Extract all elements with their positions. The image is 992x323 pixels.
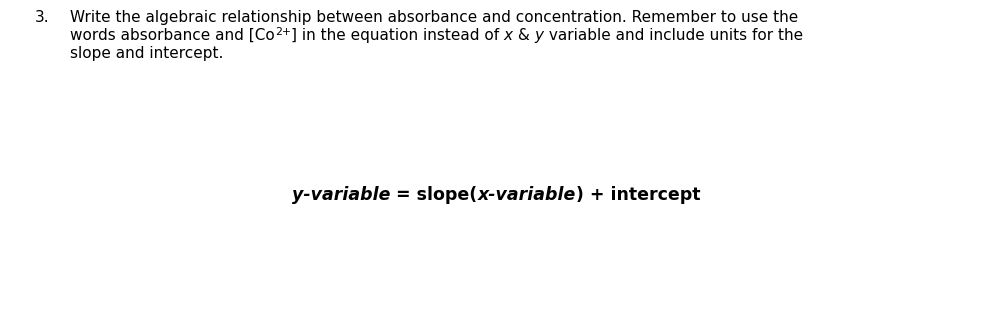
Text: variable and include units for the: variable and include units for the xyxy=(544,28,803,43)
Text: ] in the equation instead of: ] in the equation instead of xyxy=(291,28,504,43)
Text: ) + intercept: ) + intercept xyxy=(575,186,700,204)
Text: 3.: 3. xyxy=(35,10,50,25)
Text: y: y xyxy=(535,28,544,43)
Text: x: x xyxy=(504,28,513,43)
Text: slope and intercept.: slope and intercept. xyxy=(70,46,223,61)
Text: &: & xyxy=(513,28,535,43)
Text: Write the algebraic relationship between absorbance and concentration. Remember : Write the algebraic relationship between… xyxy=(70,10,799,25)
Text: y-variable: y-variable xyxy=(292,186,390,204)
Text: 2+: 2+ xyxy=(275,27,291,37)
Text: words absorbance and [Co: words absorbance and [Co xyxy=(70,28,275,43)
Text: = slope(: = slope( xyxy=(390,186,477,204)
Text: x-variable: x-variable xyxy=(477,186,575,204)
